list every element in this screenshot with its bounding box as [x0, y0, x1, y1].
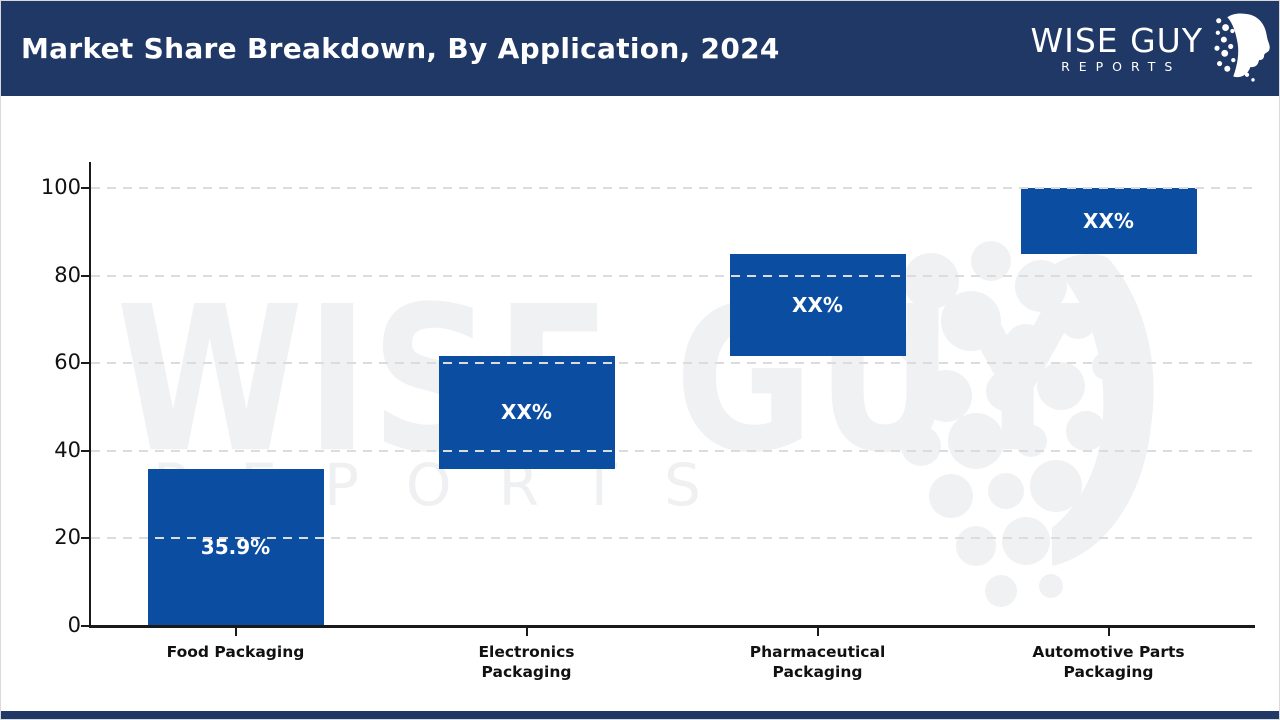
- bar-value-label: XX%: [501, 400, 552, 425]
- gridline: [91, 274, 1254, 277]
- y-axis-tick: [81, 449, 90, 452]
- x-axis-category-label: Pharmaceutical Packaging: [749, 643, 886, 682]
- brand-subtitle: REPORTS: [1061, 58, 1182, 74]
- y-axis-tick: [81, 187, 90, 189]
- watermark-head-icon: [898, 241, 1154, 607]
- gridline: [91, 449, 1254, 452]
- brand-logo-text: WISE GUY REPORTS: [1030, 24, 1203, 74]
- gridline: [91, 362, 1254, 365]
- x-axis-line: [89, 625, 1255, 628]
- y-axis-tick: [81, 274, 90, 277]
- x-axis-tick: [1107, 628, 1110, 636]
- bar-segment: XX%: [1020, 188, 1197, 255]
- x-axis-category-label: Automotive Parts Packaging: [1032, 643, 1185, 682]
- brand-logo: WISE GUY REPORTS: [1030, 1, 1271, 96]
- brand-name: WISE GUY: [1030, 20, 1203, 60]
- gridline: [91, 187, 1254, 189]
- y-axis-tick-label: 60: [54, 350, 81, 375]
- chart-plot-area: WISE GUY REPORTS 0 20 40 60 80 100 35.9% Food P…: [1, 96, 1279, 711]
- bar-segment: XX%: [438, 356, 615, 469]
- x-axis-category-label: Electronics Packaging: [478, 643, 575, 682]
- bar-value-label: XX%: [1083, 209, 1134, 234]
- bar-segment: 35.9%: [147, 468, 324, 626]
- y-axis-tick-label: 0: [67, 613, 81, 637]
- x-axis-tick: [525, 628, 528, 636]
- footer-bar: [1, 711, 1279, 719]
- bar-segment: XX%: [729, 254, 906, 357]
- y-axis-tick-label: 80: [54, 262, 81, 287]
- x-axis-category-label: Food Packaging: [166, 643, 305, 661]
- brand-head-icon: [1214, 13, 1270, 82]
- header-bar: Market Share Breakdown, By Application, …: [1, 1, 1279, 96]
- y-axis-tick-label: 100: [40, 175, 81, 199]
- chart-title: Market Share Breakdown, By Application, …: [21, 32, 780, 65]
- y-axis-line: [89, 162, 91, 628]
- x-axis-tick: [816, 628, 819, 636]
- y-axis-tick: [81, 625, 90, 627]
- x-axis-tick: [234, 628, 237, 636]
- y-axis-tick: [81, 362, 90, 365]
- y-axis-tick-label: 40: [54, 437, 81, 462]
- y-axis-tick-label: 20: [54, 525, 81, 550]
- y-axis-tick: [81, 537, 90, 540]
- bar-value-label: XX%: [792, 293, 843, 318]
- gridline: [91, 537, 1254, 540]
